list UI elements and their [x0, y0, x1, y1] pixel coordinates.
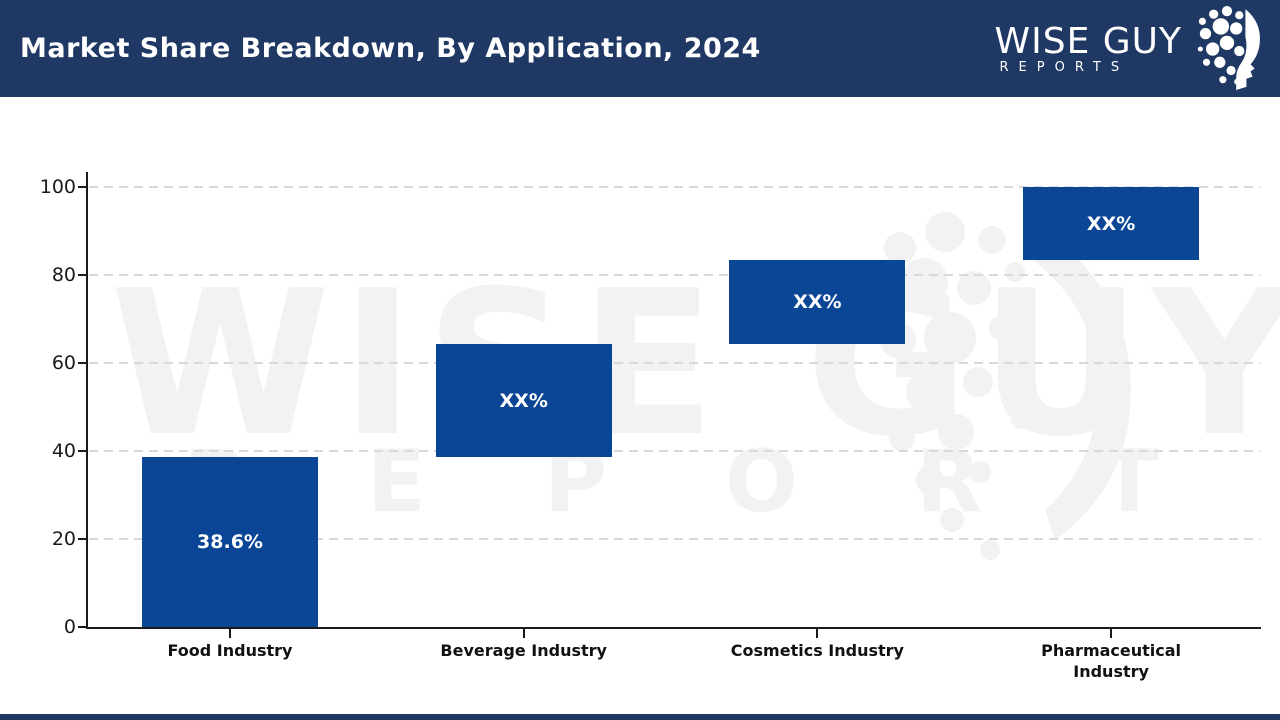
y-tick-label: 20 [51, 528, 76, 550]
bar: XX% [729, 260, 906, 345]
wise-guy-logo: WISE GUY REPORTS [995, 4, 1271, 94]
bar: 38.6% [142, 457, 318, 627]
y-axis-tick [78, 450, 86, 452]
y-tick-label: 60 [51, 352, 76, 374]
x-category-label: Pharmaceutical Industry [1041, 641, 1182, 681]
header-bar: Market Share Breakdown, By Application, … [0, 0, 1280, 97]
gridline [89, 274, 1260, 276]
y-tick-label: 100 [39, 176, 76, 198]
logo-text: WISE GUY REPORTS [994, 20, 1183, 76]
x-axis-tick [816, 629, 819, 638]
bar-value-label: 38.6% [197, 531, 263, 554]
bar-value-label: XX% [1086, 212, 1136, 235]
y-axis-tick [78, 186, 86, 188]
bar: XX% [435, 344, 612, 458]
x-category-label: Beverage Industry [440, 641, 607, 660]
x-category-label: Food Industry [167, 641, 293, 660]
gridline [89, 362, 1260, 364]
gridline [89, 186, 1260, 188]
x-axis-tick [1110, 629, 1113, 638]
x-axis-tick [522, 629, 525, 638]
x-axis-tick [229, 629, 231, 638]
watermark-face-icon [866, 212, 1131, 560]
bar: XX% [1023, 187, 1200, 261]
y-axis [86, 172, 88, 629]
y-tick-label: 0 [63, 616, 76, 638]
y-axis-tick [78, 538, 86, 540]
bar-value-label: XX% [499, 389, 548, 412]
logo-wordmark: WISE GUY [994, 20, 1182, 62]
y-axis-tick [78, 362, 86, 364]
x-category-label: Cosmetics Industry [730, 641, 904, 660]
y-axis-tick [78, 626, 86, 628]
logo-subtitle: REPORTS [999, 60, 1130, 76]
footer-bar [0, 714, 1280, 720]
logo-face-icon [1197, 6, 1260, 90]
bar-value-label: XX% [793, 291, 842, 314]
y-axis-tick [78, 274, 86, 276]
y-tick-label: 80 [51, 264, 76, 286]
gridline [89, 450, 1260, 452]
chart-title: Market Share Breakdown, By Application, … [20, 33, 761, 64]
y-tick-label: 40 [51, 440, 76, 462]
gridline [89, 538, 1260, 540]
x-axis [86, 627, 1261, 629]
chart-plot-area: 0 20 40 60 80 100 38.6% Food Industry XX% Beverag… [0, 97, 1280, 714]
